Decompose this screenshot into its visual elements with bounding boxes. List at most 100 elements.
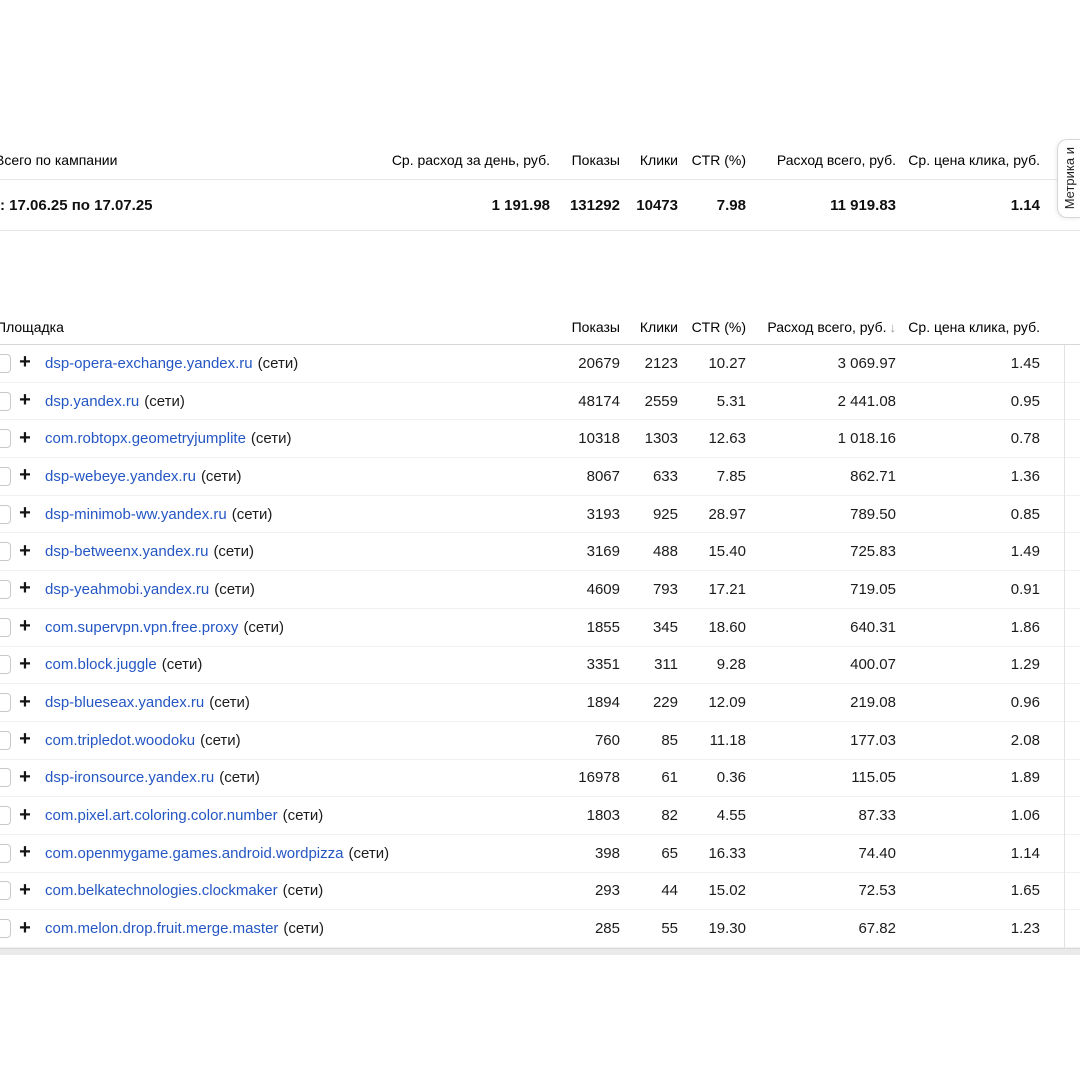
- cell-ctr: 0.36: [716, 769, 746, 787]
- platform-link[interactable]: com.block.juggle: [45, 656, 157, 674]
- table-row: + com.melon.drop.fruit.merge.master (сети)…: [0, 910, 1080, 948]
- platform-link[interactable]: dsp-yeahmobi.yandex.ru: [45, 580, 210, 598]
- cell-clicks: 488: [652, 543, 678, 561]
- sort-down-icon: ↓: [889, 320, 897, 335]
- network-suffix: (сети): [213, 543, 255, 561]
- platforms-rows: + dsp-opera-exchange.yandex.ru (сети) 20679…: [0, 345, 1080, 948]
- platform-link[interactable]: dsp-opera-exchange.yandex.ru: [45, 354, 253, 372]
- row-checkbox[interactable]: [0, 730, 11, 750]
- network-suffix: (сети): [348, 844, 390, 862]
- expand-plus-icon[interactable]: +: [19, 916, 31, 939]
- network-suffix: (сети): [209, 694, 250, 712]
- table-row: + com.belkatechnologies.clockmaker (сети) 2…: [0, 873, 1080, 911]
- network-suffix: (сети): [257, 354, 299, 372]
- expand-plus-icon[interactable]: +: [19, 841, 31, 864]
- platform-link[interactable]: com.melon.drop.fruit.merge.master: [45, 920, 279, 938]
- expand-plus-icon[interactable]: +: [19, 577, 31, 600]
- cell-total-spend: 725.83: [850, 543, 896, 561]
- row-checkbox[interactable]: [0, 391, 11, 411]
- row-checkbox[interactable]: [0, 542, 11, 562]
- cell-impressions: 760: [594, 731, 620, 749]
- cell-ctr: 18.60: [708, 618, 746, 636]
- row-checkbox[interactable]: [0, 768, 11, 788]
- expand-plus-icon[interactable]: +: [19, 878, 31, 901]
- platform-name: com.supervpn.vpn.free.proxy (сети): [45, 619, 530, 636]
- expand-plus-icon[interactable]: +: [19, 690, 31, 713]
- row-checkbox[interactable]: [0, 655, 11, 675]
- expand-plus-icon[interactable]: +: [19, 728, 31, 751]
- expand-plus-icon[interactable]: +: [19, 426, 31, 449]
- campaign-summary-table: Всего по кампании Ср. расход за день, ру…: [0, 140, 1080, 231]
- platform-link[interactable]: dsp-minimob-ww.yandex.ru: [45, 505, 227, 523]
- row-checkbox[interactable]: [0, 881, 11, 901]
- table-row: + com.tripledot.woodoku (сети) 760 85 11.18 17…: [0, 722, 1080, 760]
- platform-link[interactable]: dsp-blueseax.yandex.ru: [45, 694, 205, 712]
- row-checkbox[interactable]: [0, 579, 11, 599]
- cell-ctr: 19.30: [708, 920, 746, 938]
- metrika-side-tab[interactable]: Метрика и: [1057, 139, 1080, 218]
- platform-link[interactable]: dsp-webeye.yandex.ru: [45, 467, 196, 485]
- cell-avg-cpc: 1.06: [1010, 807, 1040, 825]
- col-avg-daily-spend: Ср. расход за день, руб.: [391, 151, 550, 168]
- cell-avg-cpc: 1.36: [1010, 467, 1040, 485]
- table-bottom-strip: [0, 948, 1080, 955]
- cell-total-spend: 115.05: [851, 769, 896, 787]
- platform-name: dsp-minimob-ww.yandex.ru (сети): [45, 506, 530, 523]
- row-checkbox[interactable]: [0, 353, 11, 373]
- platform-name: dsp-yeahmobi.yandex.ru (сети): [45, 581, 530, 598]
- platform-link[interactable]: dsp-ironsource.yandex.ru: [45, 769, 215, 787]
- col-impressions[interactable]: Показы: [571, 319, 620, 335]
- platform-link[interactable]: dsp-betweenx.yandex.ru: [45, 543, 209, 561]
- expand-plus-icon[interactable]: +: [19, 652, 31, 675]
- table-row: + dsp-ironsource.yandex.ru (сети) 16978 61 0.…: [0, 760, 1080, 798]
- expand-plus-icon[interactable]: +: [19, 464, 31, 487]
- expand-plus-icon[interactable]: +: [19, 389, 31, 412]
- platform-link[interactable]: com.supervpn.vpn.free.proxy: [45, 618, 239, 636]
- platform-link[interactable]: com.pixel.art.coloring.color.number: [45, 807, 278, 825]
- platforms-table: Площадка Показы Клики CTR (%) Расход все…: [0, 310, 1080, 948]
- row-checkbox[interactable]: [0, 806, 11, 826]
- network-suffix: (сети): [282, 807, 324, 825]
- col-total-spend-sorted[interactable]: Расход всего, руб. ↓: [746, 319, 896, 335]
- cell-total-spend: 400.07: [850, 656, 896, 674]
- platform-link[interactable]: dsp.yandex.ru: [45, 392, 140, 410]
- row-checkbox[interactable]: [0, 693, 11, 713]
- platform-link[interactable]: com.robtopx.geometryjumplite: [45, 430, 246, 448]
- cell-total-spend: 74.40: [858, 844, 896, 862]
- row-checkbox[interactable]: [0, 919, 11, 939]
- col-avg-cpc: Ср. цена клика, руб.: [908, 151, 1040, 168]
- table-row: + dsp.yandex.ru (сети) 48174 2559 5.31 2 441.0…: [0, 383, 1080, 421]
- col-avg-cpc[interactable]: Ср. цена клика, руб.: [908, 319, 1040, 335]
- cell-total-spend: 640.31: [850, 618, 896, 636]
- table-right-divider: [1064, 345, 1065, 948]
- expand-plus-icon[interactable]: +: [19, 615, 31, 638]
- platform-name: dsp-blueseax.yandex.ru (сети): [45, 694, 530, 711]
- cell-ctr: 28.97: [708, 505, 746, 523]
- platform-name: com.openmygame.games.android.wordpizza (с…: [45, 845, 530, 862]
- row-checkbox[interactable]: [0, 504, 11, 524]
- cell-total-spend: 719.05: [850, 580, 896, 598]
- platform-name: com.tripledot.woodoku (сети): [45, 732, 530, 749]
- row-checkbox[interactable]: [0, 843, 11, 863]
- network-suffix: (сети): [200, 467, 242, 485]
- network-suffix: (сети): [219, 769, 260, 787]
- platform-link[interactable]: com.openmygame.games.android.wordpizza: [45, 844, 344, 862]
- platform-name: com.melon.drop.fruit.merge.master (сети): [45, 920, 530, 937]
- cell-ctr: 10.27: [708, 354, 746, 372]
- row-checkbox[interactable]: [0, 466, 11, 486]
- expand-plus-icon[interactable]: +: [19, 803, 31, 826]
- expand-plus-icon[interactable]: +: [19, 539, 31, 562]
- expand-plus-icon[interactable]: +: [19, 765, 31, 788]
- platform-link[interactable]: com.belkatechnologies.clockmaker: [45, 882, 278, 900]
- expand-plus-icon[interactable]: +: [19, 502, 31, 525]
- cell-clicks: 793: [652, 580, 678, 598]
- row-checkbox[interactable]: [0, 617, 11, 637]
- col-clicks[interactable]: Клики: [639, 319, 678, 335]
- expand-plus-icon[interactable]: +: [19, 351, 31, 374]
- cell-total-spend: 862.71: [850, 467, 896, 485]
- value-avg-cpc: 1.14: [1010, 196, 1040, 214]
- col-ctr[interactable]: CTR (%): [691, 319, 746, 335]
- platform-link[interactable]: com.tripledot.woodoku: [45, 731, 196, 749]
- row-checkbox[interactable]: [0, 429, 11, 449]
- cell-impressions: 4609: [586, 580, 620, 598]
